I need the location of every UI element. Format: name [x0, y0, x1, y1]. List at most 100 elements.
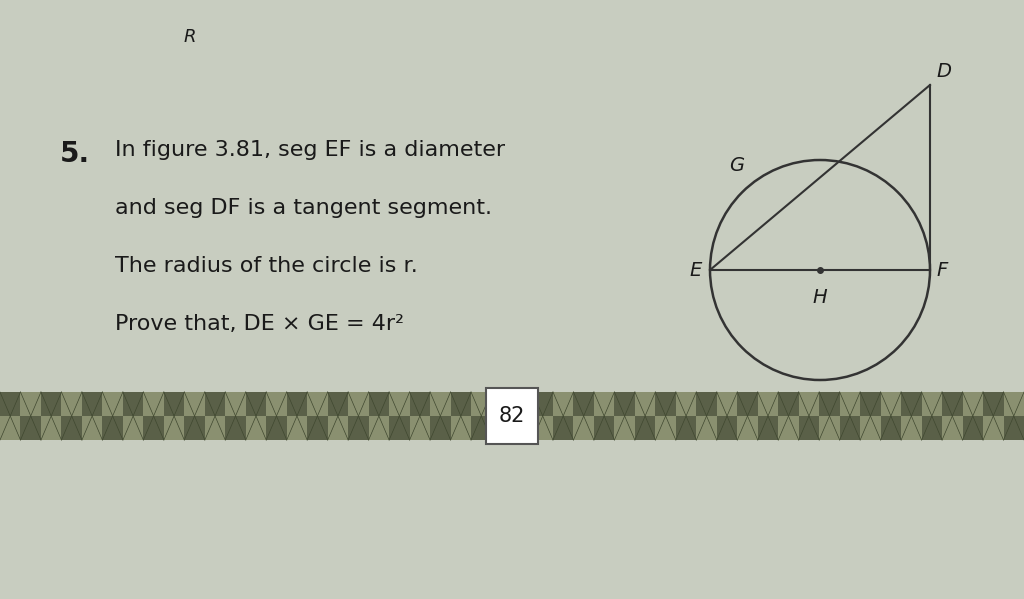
- Bar: [164, 416, 184, 440]
- Bar: [860, 392, 881, 416]
- Bar: [573, 392, 594, 416]
- Bar: [737, 392, 758, 416]
- Text: and seg DF is a tangent segment.: and seg DF is a tangent segment.: [115, 198, 492, 218]
- Bar: [471, 392, 492, 416]
- Bar: [486, 388, 538, 444]
- Text: In figure 3.81, seg EF is a diameter: In figure 3.81, seg EF is a diameter: [115, 140, 505, 160]
- Bar: [369, 416, 389, 440]
- Bar: [696, 392, 717, 416]
- Bar: [963, 416, 983, 440]
- Bar: [123, 416, 143, 440]
- Bar: [901, 392, 922, 416]
- Text: D: D: [936, 62, 951, 81]
- Bar: [246, 392, 266, 416]
- Bar: [676, 416, 696, 440]
- Bar: [717, 392, 737, 416]
- Bar: [287, 392, 307, 416]
- Bar: [307, 392, 328, 416]
- Bar: [696, 416, 717, 440]
- Bar: [614, 392, 635, 416]
- Bar: [451, 416, 471, 440]
- Bar: [82, 392, 102, 416]
- Bar: [307, 416, 328, 440]
- Bar: [266, 392, 287, 416]
- Bar: [553, 416, 573, 440]
- Bar: [471, 416, 492, 440]
- Bar: [594, 416, 614, 440]
- Bar: [512, 416, 532, 440]
- Bar: [901, 416, 922, 440]
- Bar: [430, 416, 451, 440]
- Bar: [532, 392, 553, 416]
- Text: 82: 82: [499, 406, 525, 426]
- Bar: [410, 392, 430, 416]
- Bar: [492, 392, 512, 416]
- Bar: [922, 392, 942, 416]
- Bar: [430, 392, 451, 416]
- Bar: [102, 416, 123, 440]
- Bar: [983, 392, 1004, 416]
- Bar: [840, 416, 860, 440]
- Bar: [778, 416, 799, 440]
- Bar: [184, 392, 205, 416]
- Bar: [164, 392, 184, 416]
- Bar: [0, 392, 1024, 440]
- Text: G: G: [729, 156, 744, 176]
- Bar: [225, 392, 246, 416]
- Bar: [819, 392, 840, 416]
- Bar: [758, 416, 778, 440]
- Bar: [41, 392, 61, 416]
- Bar: [205, 416, 225, 440]
- Bar: [717, 416, 737, 440]
- Bar: [0, 392, 20, 416]
- Text: E: E: [689, 261, 702, 280]
- Bar: [942, 416, 963, 440]
- Bar: [143, 392, 164, 416]
- Bar: [20, 392, 41, 416]
- Bar: [881, 416, 901, 440]
- Bar: [983, 416, 1004, 440]
- Bar: [348, 392, 369, 416]
- Bar: [922, 416, 942, 440]
- Bar: [881, 392, 901, 416]
- Bar: [225, 416, 246, 440]
- Bar: [20, 416, 41, 440]
- Bar: [778, 392, 799, 416]
- Text: The radius of the circle is r.: The radius of the circle is r.: [115, 256, 418, 276]
- Bar: [1004, 416, 1024, 440]
- Bar: [82, 416, 102, 440]
- Bar: [635, 392, 655, 416]
- Bar: [860, 416, 881, 440]
- Bar: [512, 392, 532, 416]
- Bar: [492, 416, 512, 440]
- Bar: [573, 416, 594, 440]
- Text: F: F: [936, 261, 947, 280]
- Bar: [0, 416, 20, 440]
- Bar: [532, 416, 553, 440]
- Bar: [328, 392, 348, 416]
- Bar: [61, 416, 82, 440]
- Text: 5.: 5.: [60, 140, 90, 168]
- Bar: [614, 416, 635, 440]
- Bar: [758, 392, 778, 416]
- Bar: [348, 416, 369, 440]
- Bar: [451, 392, 471, 416]
- Bar: [389, 416, 410, 440]
- Bar: [328, 416, 348, 440]
- Bar: [799, 392, 819, 416]
- Bar: [389, 392, 410, 416]
- Bar: [61, 392, 82, 416]
- Bar: [594, 392, 614, 416]
- Bar: [799, 416, 819, 440]
- Bar: [942, 392, 963, 416]
- Bar: [635, 416, 655, 440]
- Bar: [184, 416, 205, 440]
- Bar: [655, 416, 676, 440]
- Bar: [840, 392, 860, 416]
- Bar: [369, 392, 389, 416]
- Bar: [410, 416, 430, 440]
- Text: H: H: [813, 288, 827, 307]
- Bar: [1004, 392, 1024, 416]
- Bar: [819, 416, 840, 440]
- Bar: [102, 392, 123, 416]
